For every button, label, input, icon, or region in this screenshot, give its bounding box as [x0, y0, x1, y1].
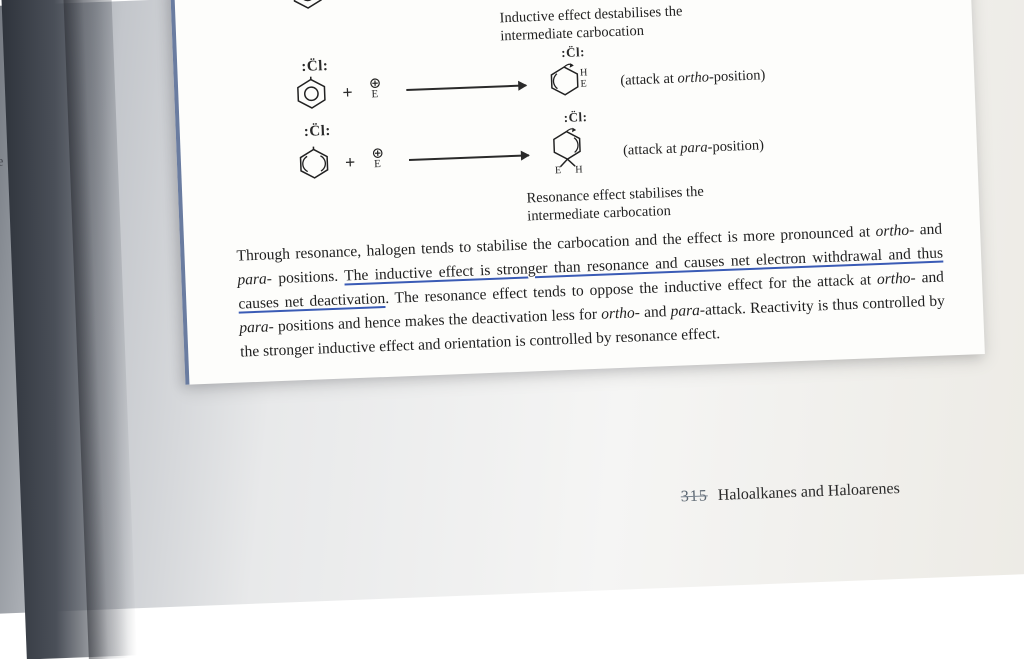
electrophile-oplus: E — [364, 76, 387, 105]
svg-text:H: H — [580, 67, 588, 78]
label-text: (attack at — [620, 71, 678, 89]
body-em: ortho- — [877, 269, 916, 287]
body-em: para- — [237, 270, 272, 288]
ortho-product: :C̈l: H E — [546, 60, 598, 107]
para-attack-label: (attack at para-position) — [623, 137, 765, 162]
svg-text:E: E — [555, 165, 562, 175]
plus-symbol: + — [338, 0, 349, 5]
resonance-caption-line2: intermediate carbocation — [527, 203, 671, 225]
arenium-icon: H E — [530, 0, 569, 2]
reaction-arrow — [409, 154, 529, 161]
chlorobenzene-resonance-icon — [294, 146, 333, 181]
body-em: para- — [239, 318, 274, 336]
chlorobenzene-icon — [292, 76, 331, 111]
resonance-caption-line1: Resonance effect stabilises the — [526, 183, 704, 206]
body-text: and — [914, 220, 942, 238]
label-em: para- — [680, 140, 713, 157]
margin-fragment: ne — [0, 154, 4, 170]
e-plus-icon: E — [364, 76, 387, 99]
benzene-icon — [288, 0, 327, 11]
label-text: position) — [712, 138, 764, 156]
svg-text:H: H — [575, 164, 583, 175]
body-paragraph: Through resonance, halogen tends to stab… — [208, 215, 950, 365]
electrophile-oplus: E — [367, 147, 390, 176]
inductive-caption-line2: intermediate carbocation — [500, 23, 644, 45]
para-product: :C̈l: E H — [548, 125, 596, 182]
e-plus-icon: E — [367, 147, 390, 170]
ortho-attack-label: (attack at ortho-position) — [620, 66, 766, 91]
cl-label-ortho-product: :C̈l: — [561, 43, 585, 61]
inductive-caption-line1: Inductive effect destabilises the — [499, 3, 682, 26]
body-text: and — [915, 268, 944, 286]
svg-text:E: E — [371, 88, 378, 100]
body-em: ortho- — [601, 304, 640, 322]
body-em: ortho- — [875, 221, 914, 239]
label-em: ortho- — [677, 69, 714, 86]
label-text: (attack at — [623, 141, 681, 159]
electrophile-label: E — [360, 0, 371, 2]
body-text: and — [640, 303, 671, 321]
svg-text:E: E — [581, 78, 588, 89]
reaction-arrow — [407, 84, 527, 91]
reaction-diagram: + E H E Inductive effect destabilises th… — [198, 0, 945, 238]
body-text: positions. — [272, 267, 345, 287]
page-number: 315 — [680, 487, 708, 506]
cl-label-para-product: :C̈l: — [563, 108, 587, 126]
plus-symbol: + — [342, 80, 353, 105]
textbook-content-card: + E H E Inductive effect destabilises th… — [170, 0, 985, 385]
label-text: position) — [713, 67, 765, 85]
plus-symbol: + — [345, 150, 356, 175]
body-em: para- — [670, 302, 705, 320]
svg-text:E: E — [374, 158, 381, 170]
